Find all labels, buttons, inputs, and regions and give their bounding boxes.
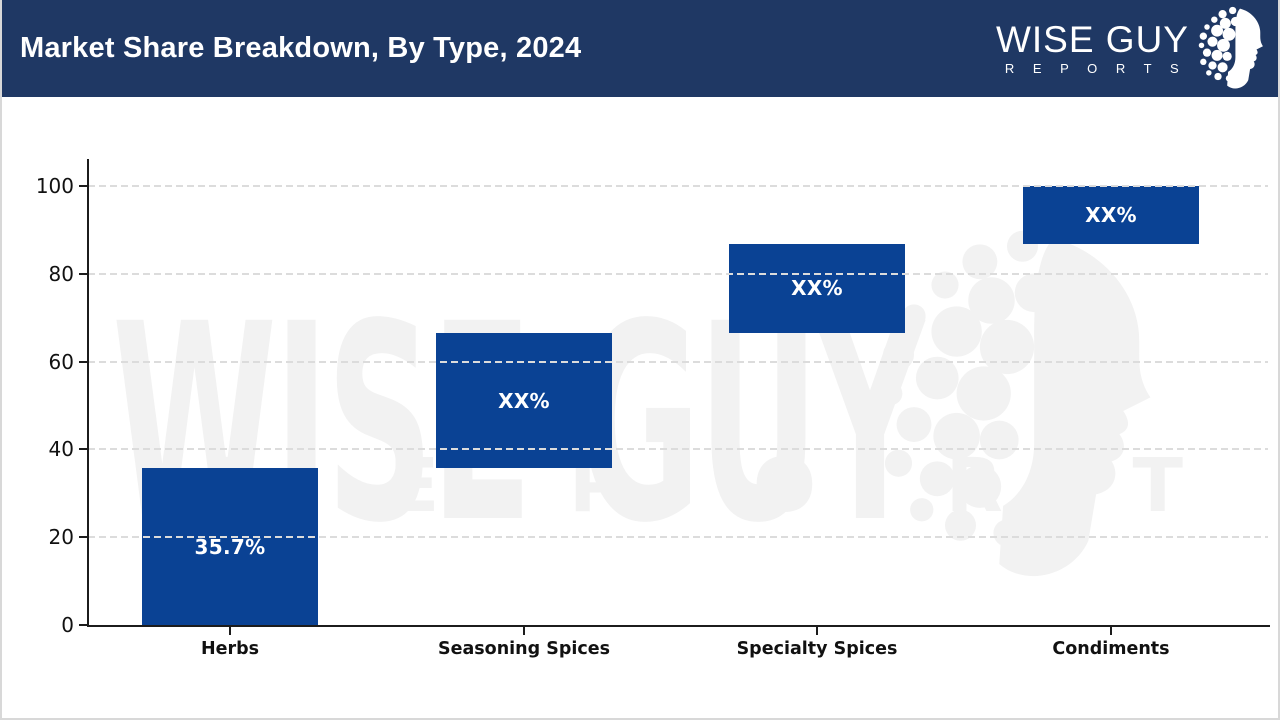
gridline bbox=[88, 185, 1268, 187]
logo-face-icon bbox=[1198, 6, 1263, 89]
bar-value-label: 35.7% bbox=[194, 534, 266, 559]
x-axis-label: Condiments bbox=[1052, 639, 1170, 659]
y-tick-mark bbox=[79, 624, 87, 626]
logo-wordmark: WISE GUY bbox=[995, 19, 1189, 60]
bar-seasoning-spices: XX% bbox=[436, 333, 612, 469]
bar-herbs: 35.7% bbox=[142, 468, 318, 625]
bar-value-label: XX% bbox=[1085, 202, 1137, 227]
x-tick-mark bbox=[229, 627, 231, 635]
y-tick-mark bbox=[79, 360, 87, 363]
gridline bbox=[88, 360, 1268, 363]
header-bar: Market Share Breakdown, By Type, 2024 WI… bbox=[0, 0, 1280, 97]
y-axis-line bbox=[87, 159, 89, 627]
page-title: Market Share Breakdown, By Type, 2024 bbox=[20, 32, 582, 64]
bar-value-label: XX% bbox=[791, 276, 843, 301]
x-tick-mark bbox=[1110, 627, 1112, 635]
bar-value-label: XX% bbox=[498, 388, 550, 413]
y-tick-label: 0 bbox=[61, 613, 74, 637]
gridline bbox=[88, 272, 1268, 275]
y-tick-mark bbox=[79, 185, 87, 187]
y-tick-label: 60 bbox=[48, 349, 74, 374]
bar-condiments: XX% bbox=[1023, 186, 1199, 244]
y-tick-mark bbox=[79, 272, 87, 275]
bar-specialty-spices: XX% bbox=[729, 243, 905, 334]
y-tick-label: 80 bbox=[48, 261, 74, 286]
y-tick-label: 20 bbox=[48, 525, 74, 550]
y-tick-mark bbox=[79, 448, 87, 451]
x-tick-mark bbox=[816, 627, 818, 635]
x-axis-line bbox=[87, 625, 1270, 627]
gridline bbox=[88, 448, 1268, 451]
x-tick-mark bbox=[523, 627, 525, 635]
brand-logo: WISE GUY R E P O R T S bbox=[996, 5, 1266, 93]
x-axis-label: Specialty Spices bbox=[736, 639, 898, 659]
y-tick-label: 100 bbox=[35, 174, 74, 198]
x-axis-label: Seasoning Spices bbox=[437, 639, 611, 659]
gridline bbox=[88, 536, 1268, 539]
y-tick-mark bbox=[79, 536, 87, 539]
logo-text: WISE GUY R E P O R T S bbox=[996, 21, 1189, 76]
y-tick-label: 40 bbox=[48, 437, 74, 462]
x-axis-label: Herbs bbox=[200, 639, 260, 659]
logo-subtitle: R E P O R T S bbox=[1004, 61, 1187, 76]
